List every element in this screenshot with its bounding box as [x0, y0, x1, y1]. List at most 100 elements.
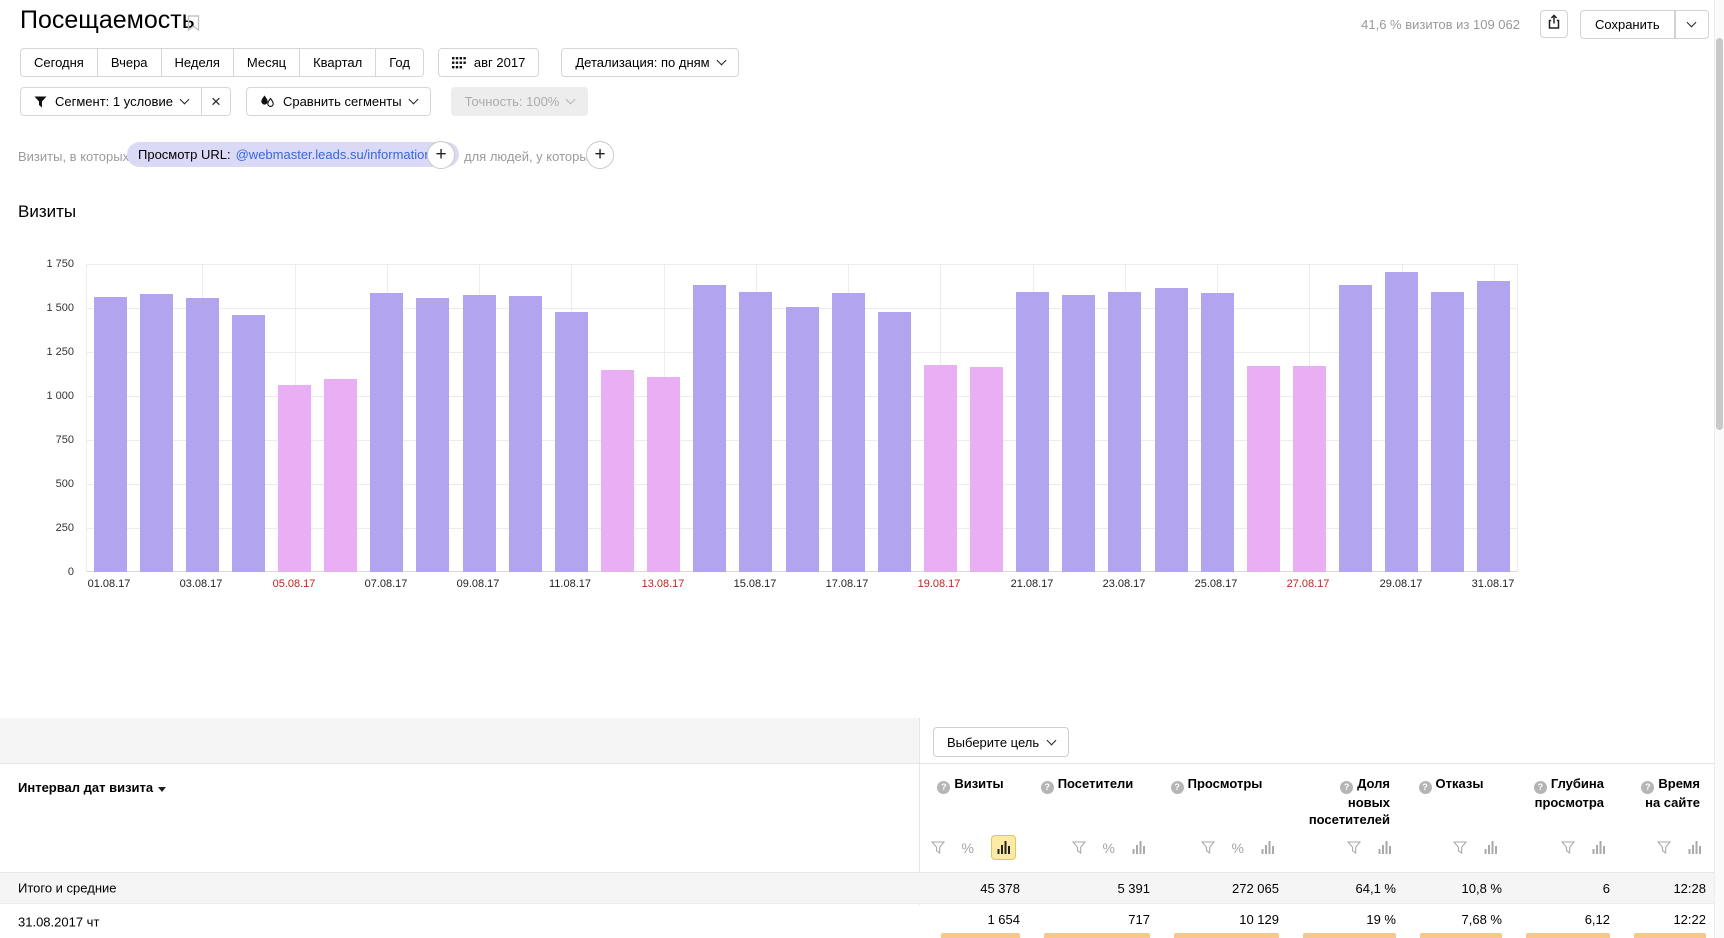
x-tick-label-15.08.17: 15.08.17	[733, 578, 777, 590]
chart-bar-10.08.17[interactable]	[509, 296, 542, 572]
help-icon[interactable]: ?	[1418, 781, 1432, 794]
chart-bar-12.08.17[interactable]	[601, 370, 634, 572]
save-dropdown-button[interactable]	[1674, 10, 1709, 39]
percent-toggle-icon[interactable]: %	[1231, 839, 1244, 856]
chart-bar-18.08.17[interactable]	[878, 312, 911, 572]
metric-header-label[interactable]: Просмотры	[1187, 776, 1263, 791]
chart-bar-01.08.17[interactable]	[94, 297, 127, 572]
chart-bar-09.08.17[interactable]	[463, 295, 496, 572]
scrollbar-track[interactable]	[1714, 0, 1724, 938]
filter-funnel-icon[interactable]	[1200, 841, 1215, 854]
select-goal-dropdown[interactable]: Выберите цель	[933, 727, 1070, 757]
period-month-button[interactable]: Месяц	[233, 48, 301, 77]
sort-bars-icon[interactable]	[1484, 841, 1498, 854]
filter-funnel-icon[interactable]	[1561, 841, 1575, 854]
divider	[919, 718, 920, 938]
metric-header-label[interactable]: Визиты	[954, 776, 1004, 791]
chart-bar-23.08.17[interactable]	[1108, 292, 1141, 572]
sort-bars-icon[interactable]	[1132, 841, 1146, 854]
period-week-button[interactable]: Неделя	[161, 48, 234, 77]
filter-funnel-icon[interactable]	[1347, 841, 1361, 854]
chart-bar-06.08.17[interactable]	[324, 379, 357, 572]
period-yesterday-button[interactable]: Вчера	[97, 48, 162, 77]
metric-value-text: 6	[1602, 880, 1610, 896]
chart-bar-21.08.17[interactable]	[1016, 292, 1049, 572]
help-icon[interactable]: ?	[1533, 781, 1547, 794]
chart-bar-08.08.17[interactable]	[416, 298, 449, 572]
chart-bar-19.08.17[interactable]	[924, 365, 957, 572]
chart-bar-31.08.17[interactable]	[1477, 281, 1510, 572]
chart-bar-16.08.17[interactable]	[786, 307, 819, 572]
chart-bar-07.08.17[interactable]	[370, 293, 403, 572]
chart-bar-22.08.17[interactable]	[1062, 295, 1095, 572]
scrollbar-thumb[interactable]	[1716, 38, 1723, 430]
chart-bar-15.08.17[interactable]	[739, 292, 772, 572]
sort-bars-icon-active[interactable]	[991, 835, 1016, 860]
chart-bar-05.08.17[interactable]	[278, 385, 311, 572]
compare-segments-dropdown[interactable]: Сравнить сегменты	[245, 87, 431, 116]
chart-bar-13.08.17[interactable]	[647, 377, 680, 572]
metric-column-4: ? Отказы	[1398, 764, 1504, 872]
chart-title: Визиты	[18, 202, 77, 221]
chart-bar-26.08.17[interactable]	[1247, 366, 1280, 572]
url-filter-chip[interactable]: Просмотр URL: @webmaster.leads.su/inform…	[127, 142, 460, 167]
chart-bar-27.08.17[interactable]	[1293, 366, 1326, 572]
chart-bar-20.08.17[interactable]	[970, 367, 1003, 572]
sort-bars-icon[interactable]	[1261, 841, 1275, 854]
date-range-button[interactable]: авг 2017	[437, 48, 540, 77]
chart-bar-14.08.17[interactable]	[693, 285, 726, 572]
metric-header-label[interactable]: Отказы	[1435, 776, 1484, 791]
x-tick-label-25.08.17: 25.08.17	[1194, 578, 1238, 590]
metric-value: 1 654	[919, 905, 1022, 938]
help-icon[interactable]: ?	[1340, 781, 1354, 794]
help-icon[interactable]: ?	[937, 781, 951, 794]
save-button[interactable]: Сохранить	[1580, 10, 1675, 39]
segment-dropdown[interactable]: Сегмент: 1 условие	[20, 87, 202, 116]
period-quarter-button[interactable]: Квартал	[300, 48, 377, 77]
filter-funnel-icon[interactable]	[1657, 841, 1671, 854]
chart-bar-28.08.17[interactable]	[1339, 285, 1372, 572]
add-people-condition-button[interactable]: +	[586, 141, 614, 169]
x-tick-label-19.08.17: 19.08.17	[917, 578, 961, 590]
chart-bar-24.08.17[interactable]	[1155, 288, 1188, 572]
metric-value-text: 10 129	[1239, 912, 1279, 927]
help-icon[interactable]: ?	[1170, 781, 1184, 794]
metric-header-label[interactable]: Время на сайте	[1645, 776, 1700, 810]
export-button[interactable]	[1540, 10, 1568, 38]
filter-funnel-icon[interactable]	[1453, 841, 1467, 854]
sort-bars-icon[interactable]	[1688, 841, 1702, 854]
metric-value: 7,68 %	[1398, 905, 1504, 938]
percent-toggle-icon[interactable]: %	[1102, 839, 1115, 856]
metric-header-label[interactable]: Глубина просмотра	[1534, 776, 1604, 810]
filter-funnel-icon[interactable]	[930, 841, 945, 854]
detail-level-dropdown[interactable]: Детализация: по дням	[561, 48, 739, 77]
help-icon[interactable]: ?	[1641, 781, 1655, 794]
chart-bar-04.08.17[interactable]	[232, 315, 265, 572]
chart-bar-29.08.17[interactable]	[1385, 272, 1418, 572]
chart-bar-11.08.17[interactable]	[555, 312, 588, 572]
chart-bar-25.08.17[interactable]	[1201, 293, 1234, 572]
metric-header-label[interactable]: Доля новых посетителей	[1308, 776, 1390, 827]
page-title: Посещаемость	[20, 6, 195, 34]
table-row[interactable]: 31.08.2017 чт 1 654 717 10 129 19 % 7,68 % 6,…	[0, 905, 1724, 938]
period-toolbar: Сегодня Вчера Неделя Месяц Квартал Год а…	[20, 48, 739, 77]
metric-header-label[interactable]: Посетители	[1057, 776, 1134, 791]
chart-bar-17.08.17[interactable]	[832, 293, 865, 572]
percent-toggle-icon[interactable]: %	[961, 839, 974, 856]
chart-bar-30.08.17[interactable]	[1431, 292, 1464, 572]
period-year-button[interactable]: Год	[376, 48, 424, 77]
sort-bars-icon[interactable]	[1378, 841, 1392, 854]
metric-value: 717	[1022, 905, 1152, 938]
period-today-button[interactable]: Сегодня	[20, 48, 98, 77]
accuracy-dropdown[interactable]: Точность: 100%	[450, 87, 589, 116]
help-icon[interactable]: ?	[1040, 781, 1054, 794]
chart-bar-02.08.17[interactable]	[140, 294, 173, 572]
divider	[0, 763, 1724, 764]
sort-bars-icon[interactable]	[1592, 841, 1606, 854]
chart-bar-03.08.17[interactable]	[186, 298, 219, 572]
filter-funnel-icon[interactable]	[1071, 841, 1086, 854]
add-visit-condition-button[interactable]: +	[427, 141, 455, 169]
segment-clear-button[interactable]: ×	[201, 87, 231, 116]
bookmark-icon[interactable]	[187, 15, 200, 37]
dimension-column-header[interactable]: Интервал дат визита	[18, 780, 167, 795]
